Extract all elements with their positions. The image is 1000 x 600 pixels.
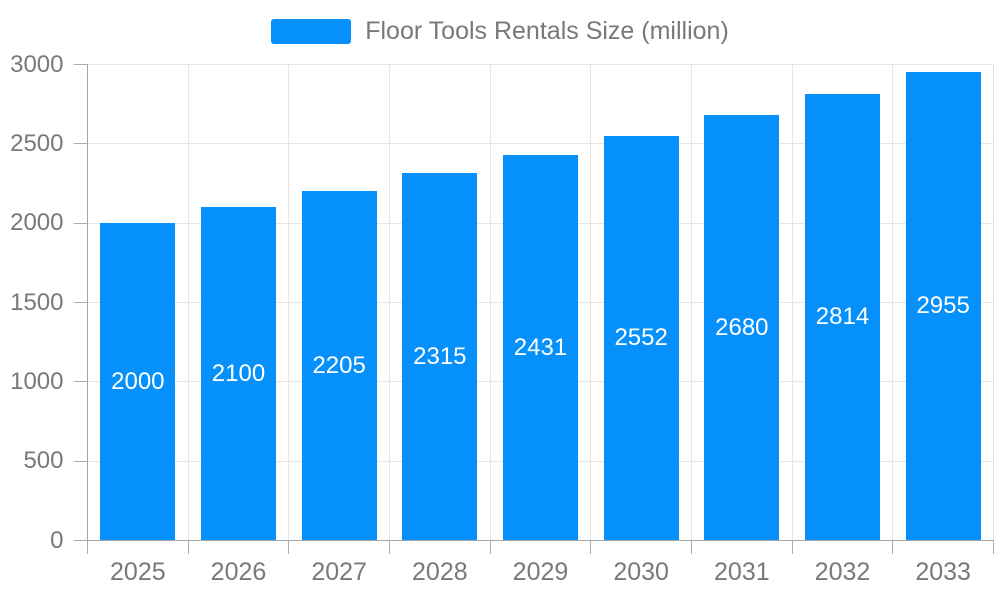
y-axis-tick: [73, 381, 88, 383]
y-axis-tick-label: 2500: [10, 129, 64, 157]
x-axis-tick-label: 2025: [110, 557, 166, 586]
v-gridline: [590, 64, 592, 541]
bar-2025[interactable]: 2000: [100, 223, 176, 541]
x-axis-tick: [590, 540, 592, 554]
y-axis-tick: [73, 222, 88, 224]
x-axis-tick: [489, 540, 491, 554]
legend[interactable]: Floor Tools Rentals Size (million): [0, 16, 1000, 46]
x-axis-tick-label: 2028: [412, 557, 468, 586]
x-axis-tick-label: 2033: [915, 557, 971, 586]
v-gridline: [187, 64, 189, 541]
y-axis-tick-label: 1500: [10, 288, 64, 316]
bar-value-label: 2431: [513, 333, 568, 361]
bar-value-label: 2315: [413, 342, 467, 370]
y-axis-tick-label: 3000: [10, 50, 64, 78]
v-gridline: [791, 64, 793, 541]
bar-value-label: 2955: [916, 292, 970, 320]
bar-value-label: 2680: [715, 313, 769, 341]
y-axis-tick: [73, 143, 88, 145]
x-axis-tick: [87, 540, 88, 554]
bar-2029[interactable]: 2431: [503, 154, 578, 541]
y-axis-tick: [73, 302, 88, 303]
y-axis-tick-label: 0: [50, 526, 64, 554]
bar-2032[interactable]: 2814: [805, 94, 880, 541]
bar-2028[interactable]: 2315: [402, 173, 478, 541]
bar-value-label: 2814: [815, 303, 870, 331]
x-axis-tick: [389, 540, 390, 554]
v-gridline: [389, 64, 390, 541]
y-axis-tick-label: 1000: [10, 367, 64, 395]
y-axis-tick: [73, 460, 88, 462]
v-gridline: [993, 64, 994, 541]
bar-value-label: 2205: [312, 351, 366, 379]
x-axis-tick: [187, 540, 189, 554]
x-axis-tick: [691, 540, 692, 554]
v-gridline: [288, 64, 290, 541]
bar-2030[interactable]: 2552: [603, 135, 679, 541]
y-axis-tick: [73, 64, 88, 65]
v-gridline: [489, 64, 491, 541]
bar-2027[interactable]: 2205: [301, 190, 377, 541]
h-gridline: [87, 143, 994, 145]
x-axis-tick: [892, 540, 894, 554]
y-axis-tick-label: 500: [23, 447, 64, 475]
x-axis-tick-label: 2031: [714, 557, 770, 586]
x-axis-tick: [791, 540, 793, 554]
v-gridline: [691, 64, 692, 541]
x-axis-line: [73, 540, 994, 541]
bar-2026[interactable]: 2100: [201, 207, 276, 541]
legend-label: Floor Tools Rentals Size (million): [365, 17, 729, 45]
legend-swatch: [271, 18, 352, 44]
y-axis-tick-label: 2000: [10, 209, 64, 237]
bar-2031[interactable]: 2680: [704, 115, 780, 541]
bar-value-label: 2000: [111, 367, 165, 395]
bar-value-label: 2100: [211, 359, 266, 387]
v-gridline: [892, 64, 894, 541]
x-axis-tick: [993, 540, 994, 554]
x-axis-tick-label: 2032: [814, 557, 871, 586]
x-axis-tick-label: 2030: [613, 557, 669, 586]
x-axis-tick-label: 2026: [210, 557, 267, 586]
x-axis-tick-label: 2029: [512, 557, 569, 586]
bar-2033[interactable]: 2955: [905, 71, 981, 541]
x-axis-tick-label: 2027: [311, 557, 367, 586]
h-gridline: [87, 64, 994, 65]
bar-value-label: 2552: [614, 324, 668, 352]
x-axis-tick: [288, 540, 290, 554]
